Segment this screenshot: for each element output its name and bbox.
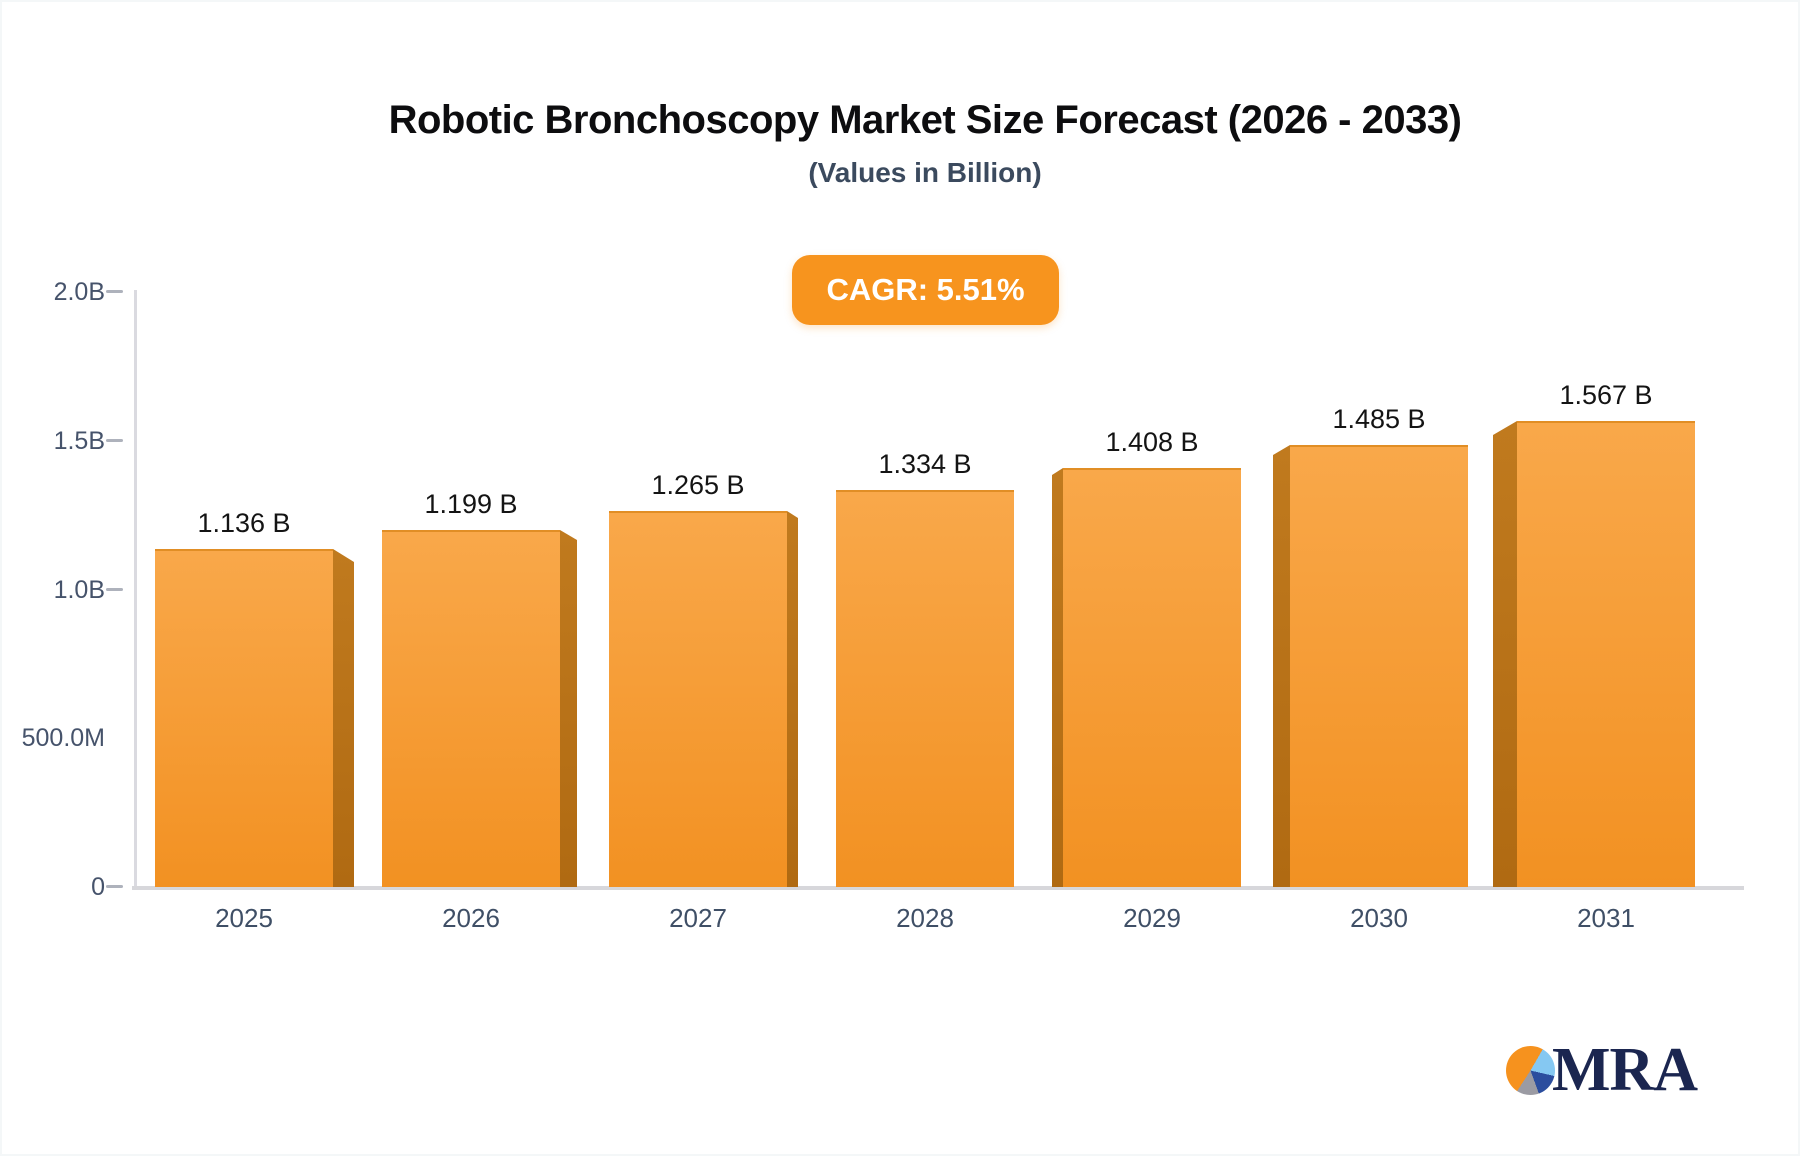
bar-side-face-2027 [787, 511, 798, 887]
bar-value-label-2028: 1.334 B [878, 449, 972, 479]
x-axis-baseline [132, 886, 1744, 890]
bar-value-label-2025: 1.136 B [197, 508, 291, 538]
bar-2031 [1517, 421, 1695, 887]
bar-side-face-2025 [333, 549, 354, 887]
mra-logo-text: MRA [1552, 1036, 1698, 1104]
bar-2030 [1290, 445, 1468, 887]
x-axis-label-2031: 2031 [1577, 903, 1635, 933]
bar-side-face-2031 [1493, 421, 1517, 887]
chart-header: Robotic Bronchoscopy Market Size Forecas… [52, 98, 1798, 189]
cagr-badge-label: CAGR: 5.51% [826, 272, 1025, 307]
bar-2026 [382, 530, 560, 887]
y-tick-dash [106, 290, 123, 293]
chart-subtitle: (Values in Billion) [808, 157, 1042, 188]
bar-side-face-2029 [1052, 468, 1063, 887]
bar-side-face-2026 [560, 530, 577, 887]
y-tick-label: 2.0B [53, 278, 105, 306]
bar-2028 [836, 490, 1014, 887]
bar-value-label-2031: 1.567 B [1559, 380, 1653, 410]
bar-2029 [1063, 468, 1241, 887]
y-tick-label: 1.5B [53, 426, 105, 455]
mra-pie-chart-icon [1506, 1045, 1555, 1095]
bar-side-face-2030 [1273, 445, 1290, 887]
mra-logo: MRA [1506, 1036, 1698, 1104]
y-tick-dash [106, 587, 123, 591]
bar-value-label-2030: 1.485 B [1332, 404, 1426, 434]
chart-title: Robotic Bronchoscopy Market Size Forecas… [388, 98, 1462, 142]
x-axis-label-2030: 2030 [1350, 903, 1408, 933]
x-axis-label-2028: 2028 [896, 903, 954, 933]
x-axis-label-2026: 2026 [442, 903, 500, 933]
bar-2025 [155, 549, 333, 887]
x-axis-label-2027: 2027 [669, 903, 727, 933]
y-tick-label: 0 [91, 873, 105, 901]
y-tick-dash [106, 438, 123, 442]
x-axis-label-2025: 2025 [215, 903, 273, 933]
y-tick-label: 1.0B [53, 575, 105, 604]
cagr-badge: CAGR: 5.51% [792, 255, 1059, 325]
bar-2027 [609, 511, 787, 887]
bar-value-label-2026: 1.199 B [424, 489, 518, 519]
y-tick-dash [106, 885, 123, 888]
bar-value-label-2029: 1.408 B [1105, 427, 1199, 457]
bar-value-label-2027: 1.265 B [651, 470, 745, 500]
x-axis-label-2029: 2029 [1123, 903, 1181, 933]
y-axis-line [134, 290, 137, 890]
y-tick-label: 500.0M [21, 724, 105, 753]
